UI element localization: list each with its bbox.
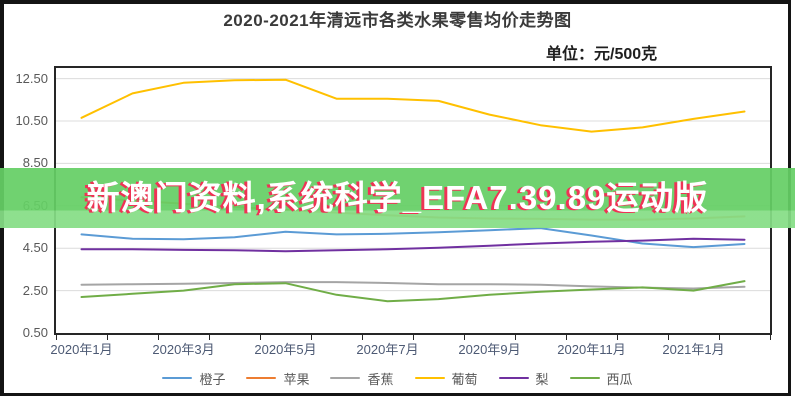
widget-border-top bbox=[0, 0, 791, 4]
y-axis-tick-label: 4.50 bbox=[22, 240, 48, 256]
legend-label-watermelon: 西瓜 bbox=[606, 371, 633, 387]
legend-label-orange: 橙子 bbox=[199, 371, 226, 387]
x-axis-tick bbox=[617, 335, 618, 340]
unit-label: 单位：元/500克 bbox=[546, 46, 658, 63]
y-axis-tick-label: 8.50 bbox=[22, 155, 48, 171]
x-axis-label: 2020年5月 bbox=[254, 342, 317, 357]
legend-item-banana: 香蕉 bbox=[330, 369, 394, 388]
legend-label-apple: 苹果 bbox=[283, 371, 310, 387]
legend-label-pear: 梨 bbox=[535, 371, 549, 387]
x-axis-label: 2020年9月 bbox=[458, 342, 521, 357]
series-line-grape bbox=[80, 78, 746, 133]
legend-item-grape: 葡萄 bbox=[414, 369, 478, 388]
x-axis-tick bbox=[158, 335, 159, 340]
overlay-banner-text: 新澳门资料,系统科学_EFA7.39.89运动版 bbox=[86, 179, 709, 216]
legend-swatch-watermelon bbox=[569, 377, 600, 379]
y-axis-tick-label: 10.50 bbox=[15, 113, 48, 128]
x-axis-tick bbox=[362, 335, 363, 340]
y-axis-tick-label: 12.50 bbox=[15, 70, 48, 86]
legend-item-apple: 苹果 bbox=[246, 369, 309, 388]
y-axis-tick-label: 0.50 bbox=[22, 325, 48, 340]
x-axis-tick bbox=[668, 335, 669, 340]
x-axis-tick bbox=[515, 335, 516, 340]
legend-label-banana: 香蕉 bbox=[367, 371, 394, 387]
x-axis-tick bbox=[770, 335, 771, 340]
x-axis-tick bbox=[107, 335, 108, 340]
x-axis-label: 2021年1月 bbox=[662, 342, 725, 357]
x-axis-label: 2020年3月 bbox=[152, 342, 215, 357]
legend-item-watermelon: 西瓜 bbox=[569, 369, 633, 388]
series-line-pear bbox=[80, 237, 746, 253]
y-axis-tick-label: 2.50 bbox=[22, 282, 48, 298]
legend-swatch-pear bbox=[498, 377, 529, 379]
legend-label-grape: 葡萄 bbox=[451, 371, 478, 387]
x-axis-tick bbox=[719, 335, 720, 340]
legend: 橙子 苹果 香蕉 葡萄 梨 西瓜 bbox=[0, 368, 795, 388]
x-axis-tick bbox=[566, 335, 567, 340]
legend-item-orange: 橙子 bbox=[162, 369, 225, 388]
legend-swatch-orange bbox=[162, 377, 193, 379]
x-axis-tick bbox=[260, 335, 261, 340]
legend-swatch-apple bbox=[246, 377, 277, 379]
overlay-banner[interactable]: 新澳门资料,系统科学_EFA7.39.89运动版 bbox=[0, 168, 795, 228]
x-axis-label: 2020年11月 bbox=[557, 342, 626, 357]
series-line-watermelon bbox=[80, 280, 746, 303]
series-line-orange bbox=[80, 227, 746, 249]
legend-swatch-grape bbox=[414, 377, 445, 379]
x-axis-tick bbox=[464, 335, 465, 340]
x-axis-tick bbox=[311, 335, 312, 340]
widget-border-bottom bbox=[0, 393, 791, 396]
x-axis-tick bbox=[413, 335, 414, 340]
legend-item-pear: 梨 bbox=[498, 369, 549, 388]
x-axis-label: 2020年7月 bbox=[356, 342, 419, 357]
x-axis-tick bbox=[209, 335, 210, 340]
x-axis-label: 2020年1月 bbox=[50, 342, 113, 357]
x-axis-tick bbox=[56, 335, 57, 340]
legend-swatch-banana bbox=[330, 377, 361, 379]
chart-title: 2020-2021年清远市各类水果零售均价走势图 bbox=[223, 11, 572, 30]
